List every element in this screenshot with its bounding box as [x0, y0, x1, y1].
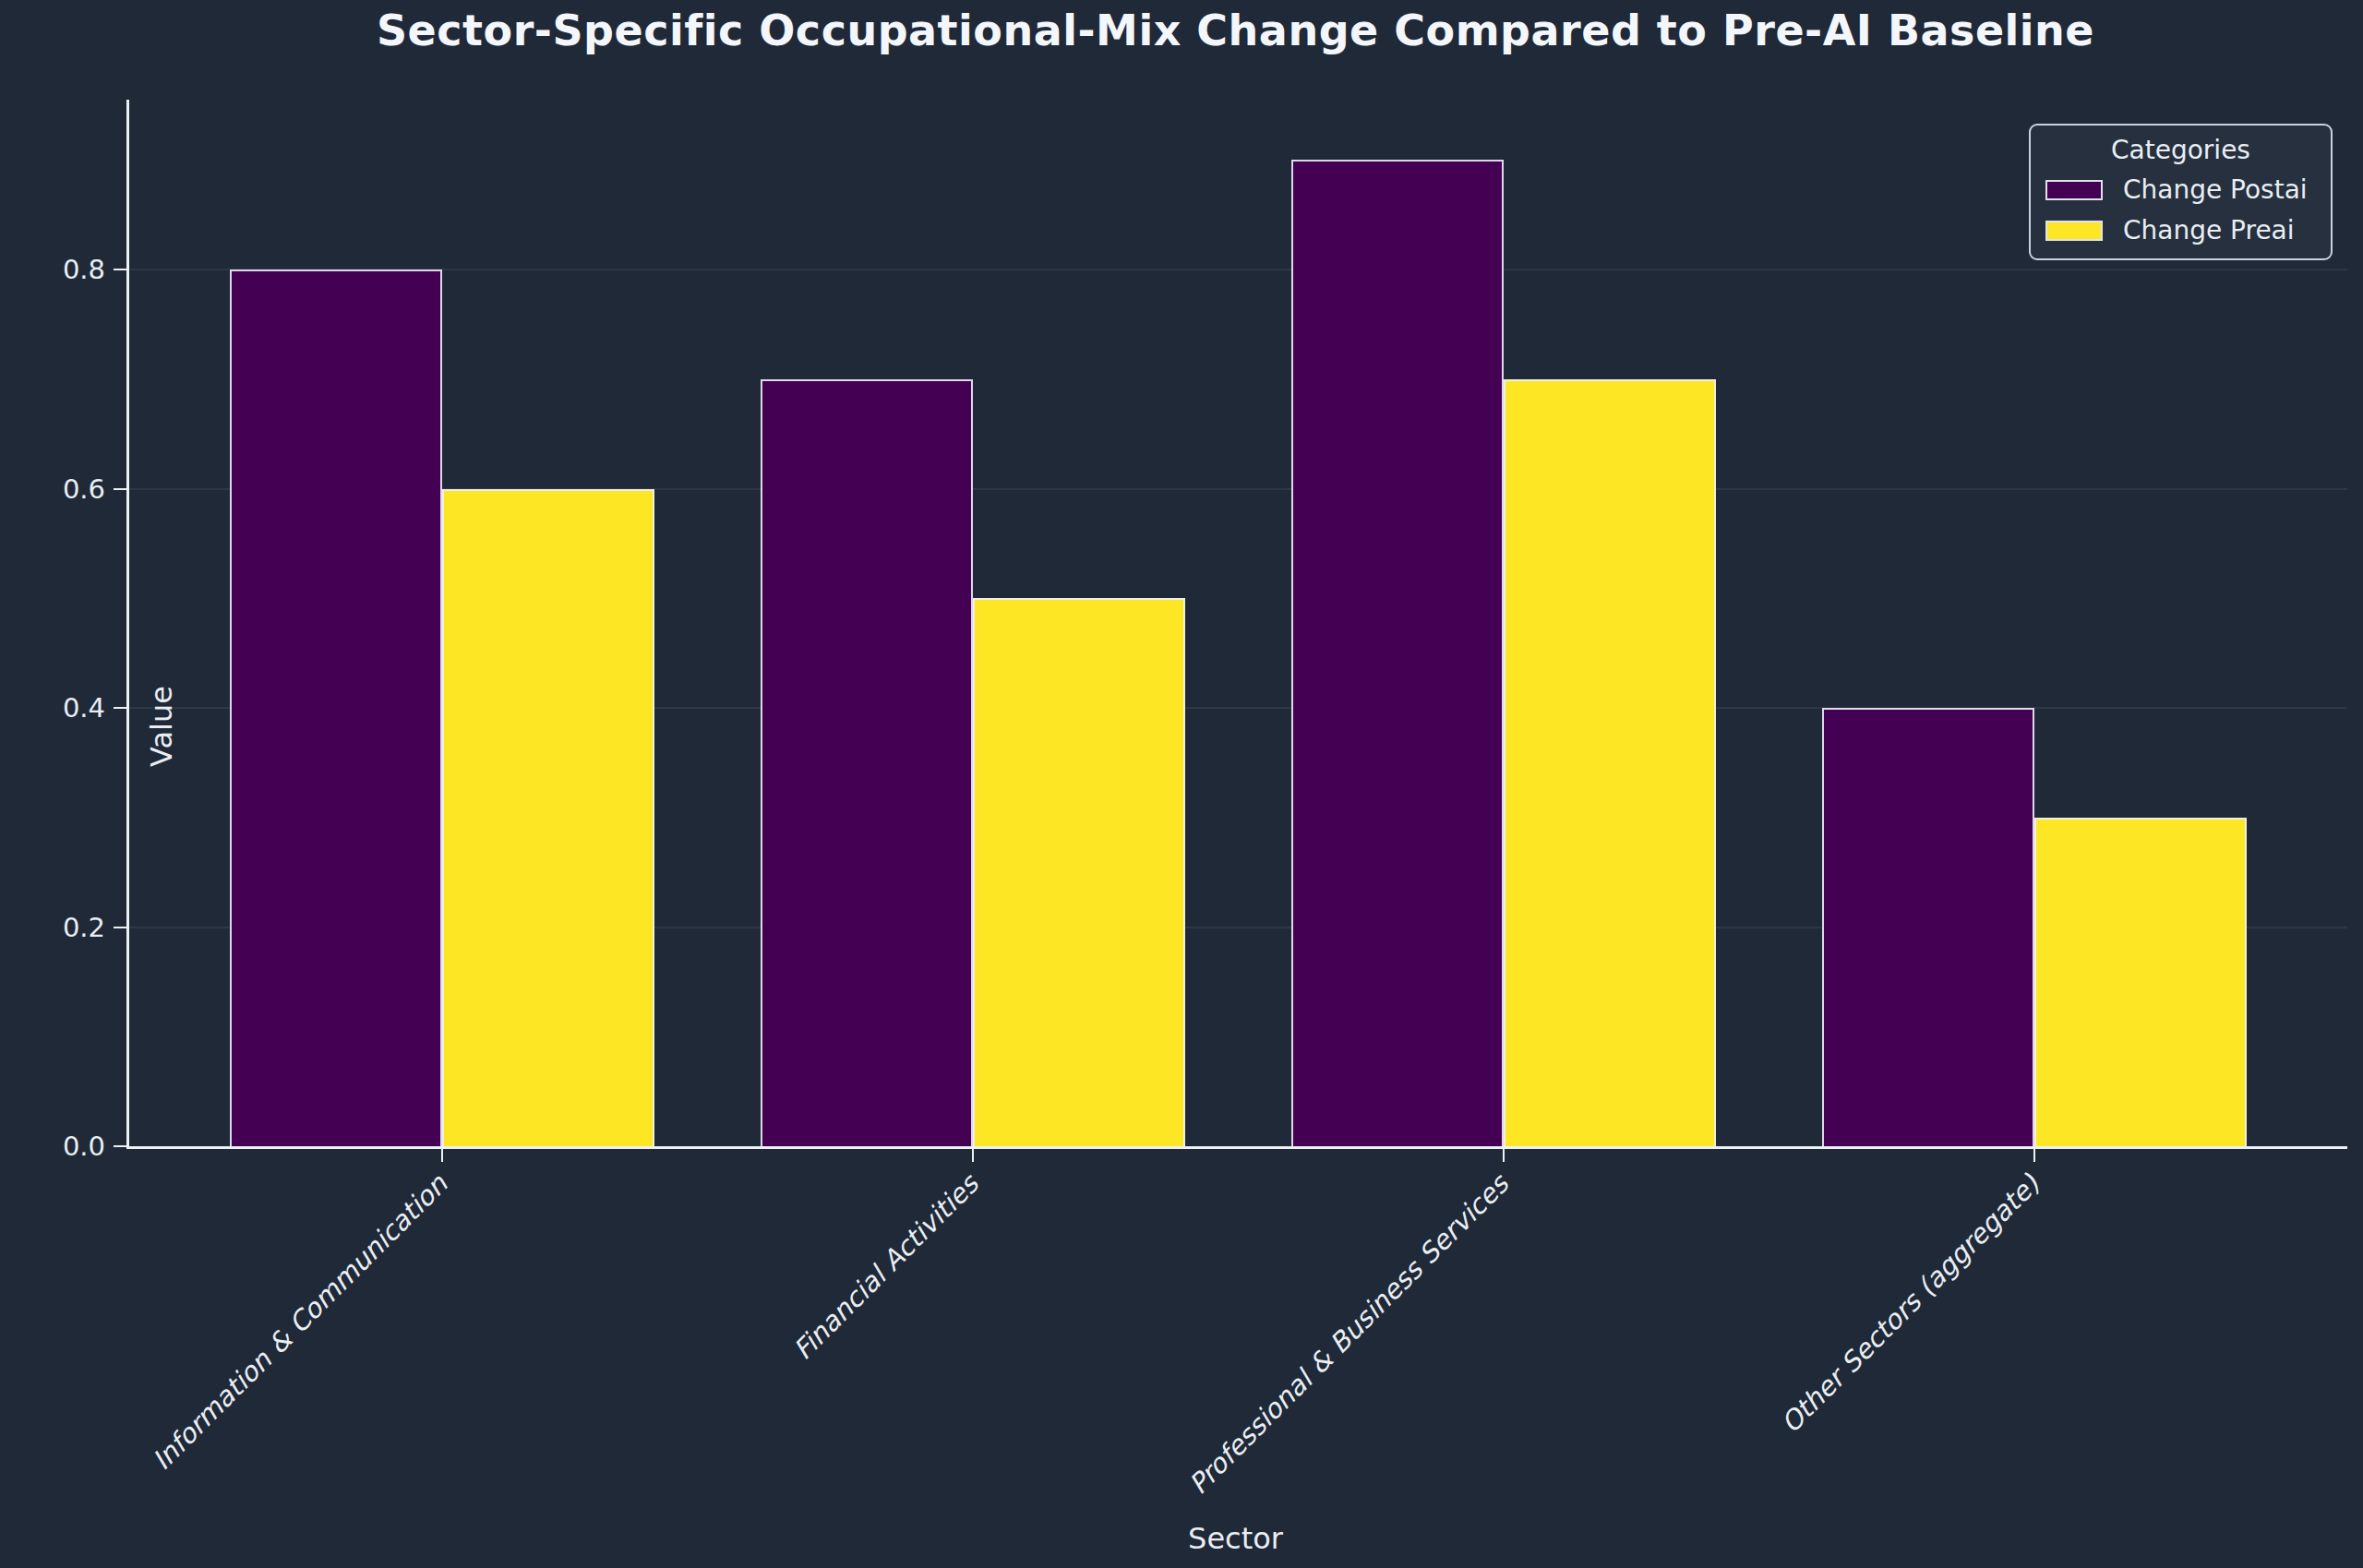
x-tick-label: Financial Activities [786, 1168, 984, 1366]
y-tick-label: 0.0 [63, 1131, 105, 1162]
legend-items: Change Postai Change Preai [2045, 174, 2316, 245]
y-tick-label: 0.6 [63, 473, 105, 505]
x-tick-label: Other Sectors (aggregate) [1775, 1168, 2045, 1439]
legend: Categories Change Postai Change Preai [2029, 124, 2333, 260]
gridline [129, 269, 2347, 270]
legend-item: Change Preai [2045, 215, 2316, 245]
x-tick-mark [1503, 1149, 1505, 1162]
y-tick-mark [114, 1145, 126, 1147]
y-tick-label: 0.4 [63, 692, 105, 724]
legend-swatch [2045, 180, 2103, 200]
y-tick-mark [114, 707, 126, 709]
x-tick-label: Professional & Business Services [1182, 1168, 1515, 1501]
y-tick-mark [114, 927, 126, 928]
legend-label: Change Preai [2123, 215, 2295, 245]
bar-change-preai [2034, 818, 2247, 1146]
plot-area: Value 0.00.20.40.60.8Information & Commu… [126, 100, 2347, 1149]
bar-change-postai [761, 379, 973, 1146]
x-axis-label: Sector [126, 1521, 2345, 1556]
bar-change-postai [1822, 708, 2034, 1146]
legend-title: Categories [2045, 135, 2316, 165]
y-tick-mark [114, 269, 126, 270]
bar-change-preai [973, 598, 1185, 1146]
y-tick-mark [114, 488, 126, 490]
bar-change-postai [230, 269, 442, 1146]
bar-change-postai [1291, 160, 1504, 1146]
x-tick-mark [2033, 1149, 2035, 1162]
chart-title: Sector-Specific Occupational-Mix Change … [126, 6, 2345, 55]
y-axis-label: Value [144, 203, 179, 1250]
legend-item: Change Postai [2045, 174, 2316, 205]
x-tick-label: Information & Communication [146, 1168, 453, 1476]
y-tick-label: 0.8 [63, 254, 105, 285]
x-tick-mark [972, 1149, 974, 1162]
y-tick-label: 0.2 [63, 912, 105, 943]
legend-swatch [2045, 221, 2103, 241]
x-tick-mark [441, 1149, 443, 1162]
legend-label: Change Postai [2123, 174, 2308, 205]
bar-change-preai [1504, 379, 1716, 1146]
bar-change-preai [442, 489, 654, 1146]
chart-figure: Sector-Specific Occupational-Mix Change … [0, 0, 2363, 1568]
